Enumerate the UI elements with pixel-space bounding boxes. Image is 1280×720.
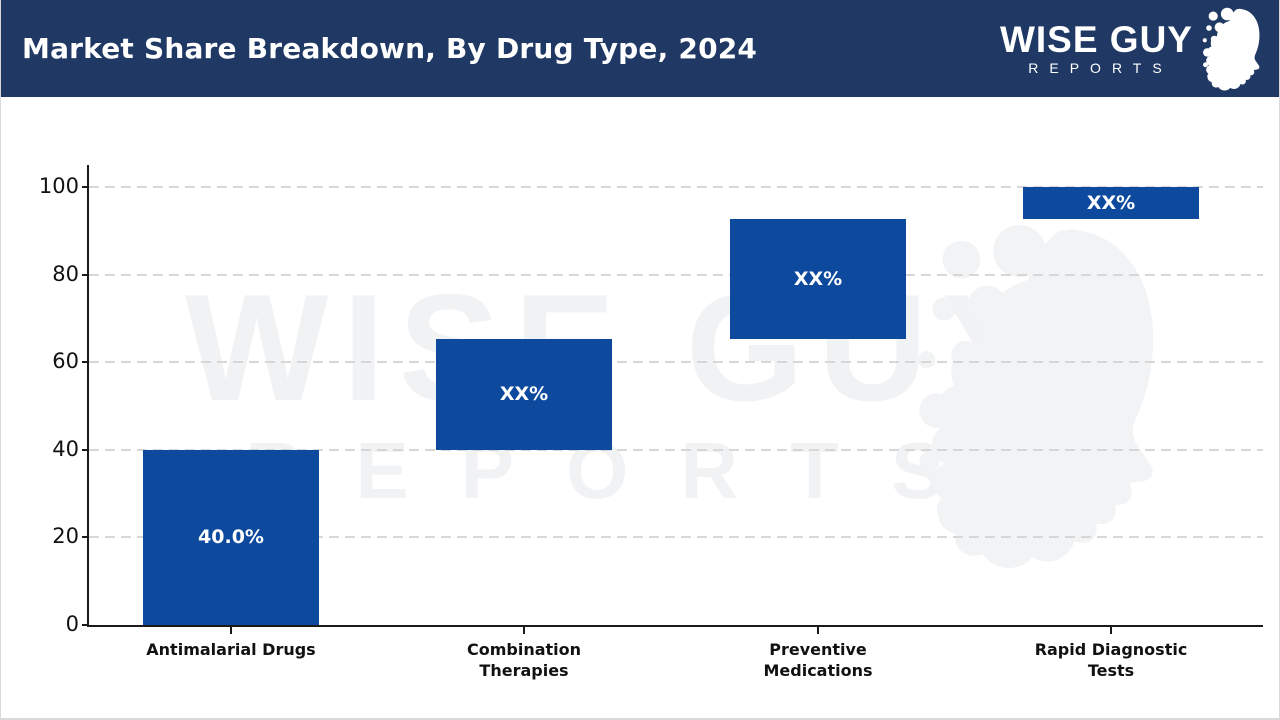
bar-1: 40.0% xyxy=(143,449,319,625)
ytick-mark-0 xyxy=(82,624,89,626)
gridline-y-80 xyxy=(89,273,1263,276)
gridline-y-20 xyxy=(89,536,1263,539)
category-label-2: Combination Therapies xyxy=(409,639,639,681)
gridline-y-60 xyxy=(89,361,1263,364)
header: Market Share Breakdown, By Drug Type, 20… xyxy=(1,0,1279,97)
xtick-mark-2 xyxy=(523,627,525,634)
gridline-y-100 xyxy=(89,186,1263,188)
xtick-mark-1 xyxy=(230,627,232,634)
category-label-line: Therapies xyxy=(479,661,569,680)
wiseguy-face-icon xyxy=(1195,7,1265,91)
wiseguy-logo: WISE GUY REPORTS xyxy=(1000,7,1265,91)
ytick-mark-100 xyxy=(82,186,89,188)
xtick-mark-4 xyxy=(1110,627,1112,634)
bar-value-label-2: XX% xyxy=(499,383,549,406)
ytick-label-40: 40 xyxy=(52,436,79,461)
gridline-y-40 xyxy=(89,448,1263,451)
bar-3: XX% xyxy=(730,218,906,339)
bar-2: XX% xyxy=(436,338,612,450)
category-label-line: Tests xyxy=(1087,661,1135,680)
ytick-label-0: 0 xyxy=(65,612,79,636)
ytick-mark-80 xyxy=(82,273,89,276)
x-axis-spine xyxy=(87,625,1263,627)
ytick-mark-60 xyxy=(82,361,89,364)
category-label-1: Antimalarial Drugs xyxy=(116,639,346,660)
category-label-line: Combination xyxy=(466,640,582,659)
y-axis-spine xyxy=(87,165,89,627)
logo-text: WISE GUY REPORTS xyxy=(999,18,1193,77)
category-label-4: Rapid Diagnostic Tests xyxy=(996,639,1226,681)
logo-subtitle: REPORTS xyxy=(1028,59,1173,76)
bar-value-label-1: 40.0% xyxy=(198,526,264,549)
logo-wordmark: WISE GUY xyxy=(999,18,1193,60)
category-label-line: Antimalarial Drugs xyxy=(146,640,316,659)
category-label-line: Preventive xyxy=(769,640,867,659)
xtick-mark-3 xyxy=(817,627,819,634)
ytick-label-80: 80 xyxy=(52,261,79,286)
ytick-label-20: 20 xyxy=(52,524,79,549)
category-label-line: Medications xyxy=(763,661,873,680)
category-label-line: Rapid Diagnostic xyxy=(1034,640,1188,659)
category-label-3: Preventive Medications xyxy=(703,639,933,681)
bar-value-label-3: XX% xyxy=(793,267,843,290)
page-title: Market Share Breakdown, By Drug Type, 20… xyxy=(22,32,758,65)
bar-value-label-4: XX% xyxy=(1086,191,1136,214)
ytick-mark-40 xyxy=(82,448,89,451)
ytick-mark-20 xyxy=(82,536,89,539)
ytick-label-100: 100 xyxy=(38,174,79,198)
ytick-label-60: 60 xyxy=(52,349,79,374)
bar-4: XX% xyxy=(1023,187,1199,219)
